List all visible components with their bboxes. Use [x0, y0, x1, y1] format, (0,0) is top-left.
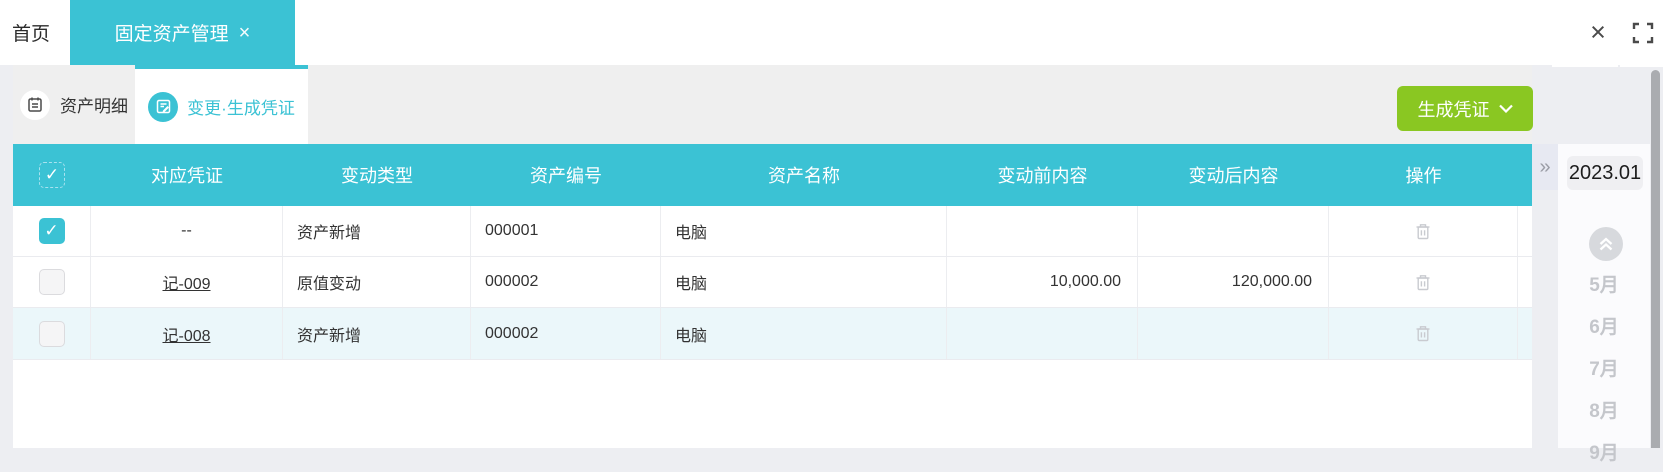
month-item[interactable]: 9月: [1589, 442, 1619, 464]
table-row[interactable]: 记-009 原值变动 000002 电脑 10,000.00 120,000.0…: [13, 257, 1532, 308]
tab-label: 固定资产管理: [114, 24, 229, 45]
actions-cell: [1329, 257, 1518, 307]
delete-row-button[interactable]: [1414, 324, 1432, 343]
scroll-to-top-button[interactable]: [1589, 227, 1623, 261]
clipboard-icon: [20, 89, 50, 120]
column-header: 资产名称: [768, 166, 840, 186]
document-pen-icon: [148, 91, 179, 122]
double-chevron-up-icon: [1599, 237, 1613, 251]
collapse-panel-button[interactable]: »: [1532, 144, 1558, 190]
row-select-cell: [13, 308, 91, 359]
fullscreen-icon[interactable]: [1624, 0, 1662, 65]
change-type-cell: 资产新增: [283, 308, 471, 359]
column-header: 变动类型: [341, 166, 413, 186]
table-row[interactable]: ✓ -- 资产新增 000001 电脑: [13, 206, 1532, 257]
voucher-link[interactable]: 记-009: [162, 276, 211, 293]
voucher-cell: --: [91, 206, 283, 256]
subtab-change-generate-voucher[interactable]: 变更·生成凭证: [135, 65, 308, 144]
change-type-cell: 资产新增: [283, 206, 471, 256]
subtab-asset-detail[interactable]: 资产明细: [13, 65, 135, 144]
select-all-checkbox[interactable]: ✓: [39, 162, 65, 188]
month-item[interactable]: 5月: [1589, 274, 1619, 296]
before-value-cell: 10,000.00: [947, 257, 1138, 307]
column-header: 变动后内容: [1188, 166, 1279, 186]
column-header: 变动前内容: [997, 166, 1088, 186]
voucher-cell: 记-008: [91, 308, 283, 359]
before-value-cell: [947, 206, 1138, 256]
row-gutter: [1518, 257, 1532, 307]
after-value-cell: [1138, 308, 1329, 359]
current-period-badge[interactable]: 2023.01: [1567, 156, 1643, 190]
double-chevron-right-icon: »: [1539, 155, 1551, 178]
close-icon[interactable]: ×: [1590, 17, 1606, 47]
generate-voucher-label: 生成凭证: [1417, 99, 1490, 120]
column-header: 对应凭证: [151, 166, 223, 186]
generate-voucher-button[interactable]: 生成凭证: [1397, 86, 1533, 131]
delete-row-button[interactable]: [1414, 273, 1432, 292]
trash-icon: [1416, 326, 1430, 342]
row-select-cell: ✓: [13, 206, 91, 256]
column-header: 操作: [1405, 166, 1442, 186]
row-gutter: [1518, 206, 1532, 256]
asset-name-cell: 电脑: [661, 257, 947, 307]
voucher-link[interactable]: 记-008: [162, 327, 211, 345]
asset-name-cell: 电脑: [661, 206, 947, 256]
row-select-cell: [13, 257, 91, 307]
asset-code-cell: 000001: [471, 206, 661, 256]
before-value-cell: [947, 308, 1138, 359]
month-item[interactable]: 6月: [1589, 316, 1619, 338]
delete-row-button[interactable]: [1414, 222, 1432, 241]
tab-close-icon[interactable]: ×: [238, 21, 251, 44]
trash-icon: [1416, 274, 1430, 290]
table-header-row: ✓ 对应凭证 变动类型 资产编号 资产名称 变动前内容 变动后内容 操作: [13, 144, 1532, 206]
actions-cell: [1329, 308, 1518, 359]
voucher-cell: 记-009: [91, 257, 283, 307]
tab-fixed-asset-management[interactable]: 固定资产管理 ×: [70, 0, 295, 65]
month-list: 5月 6月 7月 8月 9月: [1558, 262, 1650, 472]
after-value-cell: 120,000.00: [1138, 257, 1329, 307]
row-checkbox-checked[interactable]: ✓: [38, 218, 65, 244]
header-select-all-cell: ✓: [13, 144, 91, 206]
actions-cell: [1329, 206, 1518, 256]
subtab-label: 资产明细: [60, 97, 128, 116]
asset-code-cell: 000002: [471, 308, 661, 359]
row-gutter: [1518, 308, 1532, 359]
asset-name-cell: 电脑: [661, 308, 947, 359]
chevron-down-icon: [1498, 104, 1513, 113]
after-value-cell: [1138, 206, 1329, 256]
table-empty-area: [13, 360, 1532, 448]
subtab-label: 变更·生成凭证: [187, 99, 295, 118]
row-checkbox-unchecked[interactable]: [38, 269, 65, 295]
change-type-cell: 原值变动: [283, 257, 471, 307]
table-row[interactable]: 记-008 资产新增 000002 电脑: [13, 308, 1532, 360]
month-item[interactable]: 7月: [1589, 358, 1619, 380]
window-close-box: [1552, 0, 1618, 67]
trash-icon: [1416, 223, 1430, 239]
header-gutter: [1518, 144, 1532, 206]
window-fullscreen-box: [1620, 0, 1663, 67]
period-sidebar: [1558, 144, 1650, 448]
asset-code-cell: 000002: [471, 257, 661, 307]
row-checkbox-unchecked[interactable]: [38, 320, 65, 347]
tab-home[interactable]: 首页: [12, 24, 51, 45]
month-item[interactable]: 8月: [1589, 400, 1619, 422]
column-header: 资产编号: [530, 166, 602, 186]
vertical-scrollbar[interactable]: [1651, 70, 1660, 448]
